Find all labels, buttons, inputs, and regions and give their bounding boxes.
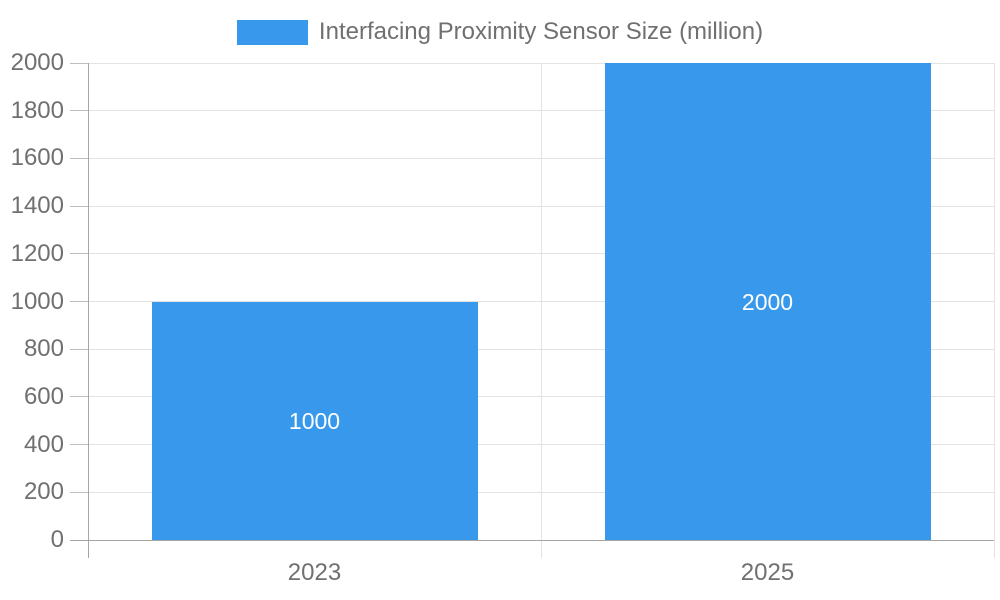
x-axis-line bbox=[70, 539, 994, 541]
gridline-vertical bbox=[993, 63, 995, 558]
y-tick-label: 400 bbox=[23, 430, 64, 458]
x-tick-label-2025: 2025 bbox=[740, 559, 795, 586]
y-tick-label: 600 bbox=[23, 382, 64, 410]
legend-item[interactable]: Interfacing Proximity Sensor Size (milli… bbox=[236, 18, 764, 45]
y-axis-tick bbox=[70, 301, 88, 302]
bar-value-label-2025: 2000 bbox=[741, 288, 794, 315]
y-tick-label: 1400 bbox=[10, 192, 64, 220]
y-tick-label: 800 bbox=[23, 335, 64, 363]
x-tick-label-2023: 2023 bbox=[287, 559, 342, 586]
y-tick-label: 2000 bbox=[10, 49, 64, 76]
y-tick-label: 200 bbox=[23, 478, 64, 506]
bar-2025[interactable] bbox=[604, 63, 931, 540]
y-axis-tick bbox=[70, 444, 88, 446]
y-axis-tick bbox=[70, 157, 88, 159]
bar-2023[interactable] bbox=[151, 301, 478, 540]
legend-swatch-icon bbox=[236, 19, 308, 45]
legend-label: Interfacing Proximity Sensor Size (milli… bbox=[318, 18, 764, 45]
y-tick-label: 1000 bbox=[10, 287, 64, 315]
y-tick-label: 0 bbox=[50, 526, 64, 553]
y-axis-tick bbox=[70, 110, 88, 112]
y-tick-label: 1800 bbox=[10, 96, 64, 124]
bar-value-label-2023: 1000 bbox=[288, 407, 341, 434]
y-axis-tick bbox=[70, 62, 88, 64]
legend: Interfacing Proximity Sensor Size (milli… bbox=[0, 19, 1000, 45]
y-axis-tick bbox=[70, 396, 88, 398]
y-axis-tick bbox=[70, 491, 88, 493]
y-axis-line bbox=[87, 63, 89, 558]
y-axis-tick bbox=[70, 348, 88, 350]
y-tick-label: 1200 bbox=[10, 239, 64, 267]
y-axis-tick bbox=[70, 253, 88, 255]
gridline-vertical bbox=[540, 63, 542, 558]
y-tick-label: 1600 bbox=[10, 144, 64, 172]
y-axis-tick bbox=[70, 205, 88, 207]
